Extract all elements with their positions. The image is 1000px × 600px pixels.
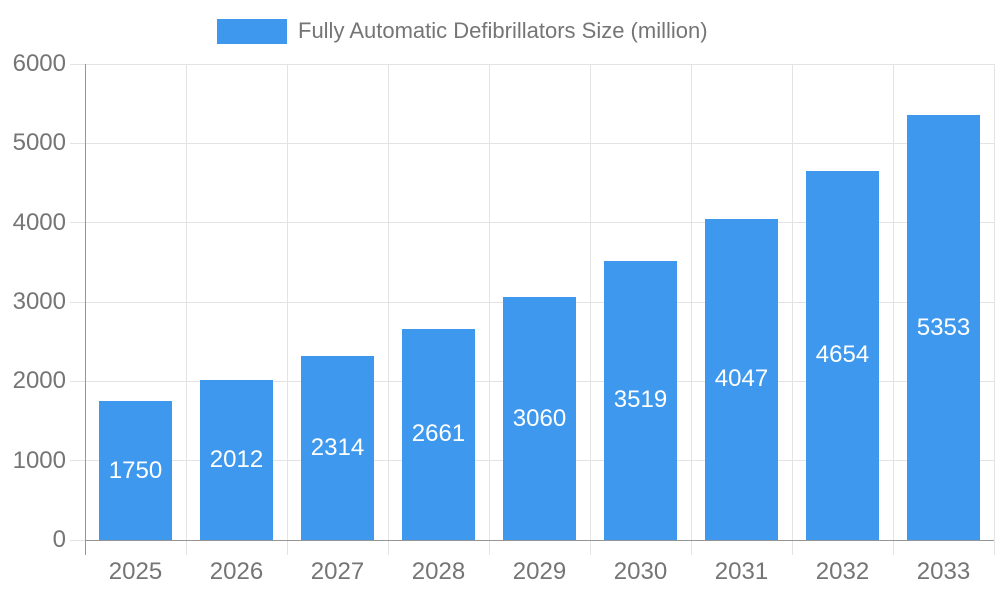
- y-gridline: [70, 63, 994, 65]
- bar[interactable]: [503, 297, 576, 540]
- x-axis-line: [85, 539, 994, 541]
- y-gridline: [70, 142, 994, 144]
- bar[interactable]: [806, 170, 879, 540]
- y-axis-line: [84, 64, 86, 555]
- bar[interactable]: [705, 218, 778, 540]
- x-axis-label: 2027: [310, 558, 365, 585]
- x-gridline: [387, 64, 389, 555]
- bar[interactable]: [402, 328, 475, 540]
- legend-swatch: [217, 18, 287, 44]
- y-gridline: [70, 222, 994, 224]
- x-axis-label: 2031: [714, 558, 769, 585]
- y-axis-label: 2000: [12, 367, 66, 395]
- y-axis-label: 3000: [12, 288, 66, 315]
- x-axis-label: 2029: [512, 558, 567, 585]
- y-axis-label: 6000: [12, 50, 66, 77]
- y-axis-label: 4000: [12, 208, 66, 236]
- x-gridline: [892, 64, 894, 555]
- y-axis-label: 5000: [12, 129, 66, 157]
- x-axis-label: 2030: [613, 558, 668, 585]
- x-axis-label: 2028: [411, 558, 466, 585]
- bar[interactable]: [301, 356, 374, 540]
- x-gridline: [791, 64, 793, 555]
- y-tick: [70, 539, 85, 541]
- x-axis-label: 2026: [209, 558, 264, 585]
- legend-label: Fully Automatic Defibrillators Size (mil…: [298, 18, 708, 43]
- x-gridline: [690, 64, 692, 555]
- x-gridline: [589, 64, 591, 555]
- x-axis-label: 2032: [815, 558, 870, 585]
- x-gridline: [286, 64, 288, 555]
- bar[interactable]: [604, 260, 677, 540]
- bar[interactable]: [907, 115, 980, 540]
- y-axis-label: 0: [52, 526, 66, 553]
- x-gridline: [993, 64, 995, 555]
- bar[interactable]: [200, 380, 273, 540]
- legend-item[interactable]: Fully Automatic Defibrillators Size (mil…: [217, 17, 708, 45]
- x-gridline: [488, 64, 490, 555]
- x-axis-label: 2025: [108, 558, 163, 585]
- x-axis-label: 2033: [916, 558, 971, 585]
- bar[interactable]: [99, 401, 172, 540]
- x-gridline: [185, 64, 187, 555]
- y-axis-label: 1000: [12, 446, 66, 474]
